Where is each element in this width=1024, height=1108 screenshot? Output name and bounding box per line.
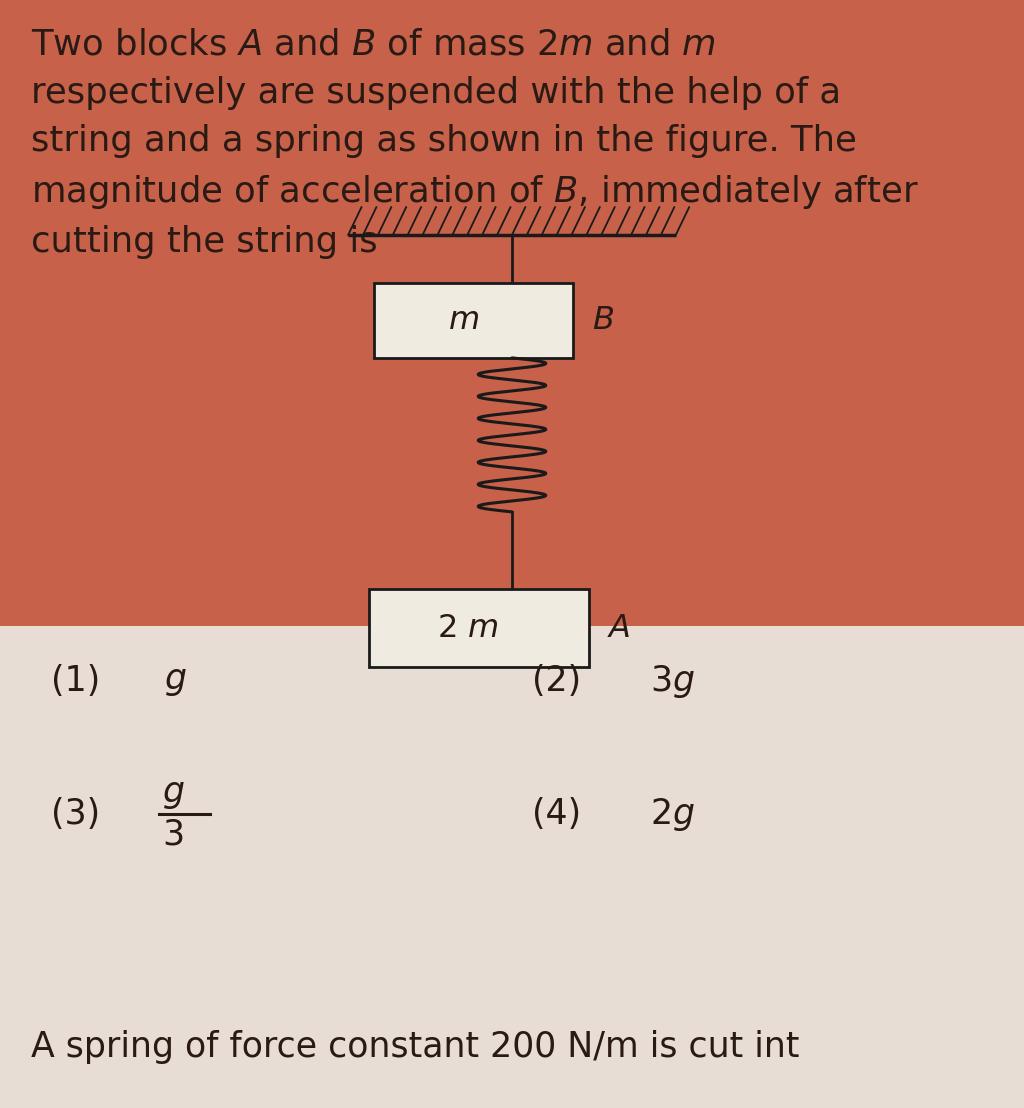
Bar [0,626,1024,1108]
Text: (3): (3) [51,798,100,831]
Text: $2\ m$: $2\ m$ [437,613,499,644]
Bar [374,283,573,358]
Text: $B$: $B$ [592,305,613,336]
Text: $3g$: $3g$ [650,663,695,700]
Text: (1): (1) [51,665,100,698]
Text: $g$: $g$ [162,778,184,811]
Text: $g$: $g$ [164,665,186,698]
Text: (2): (2) [532,665,582,698]
Text: Two blocks $A$ and $B$ of mass $2m$ and $m$
respectively are suspended with the : Two blocks $A$ and $B$ of mass $2m$ and … [31,28,919,259]
Text: $m$: $m$ [449,305,479,336]
Text: $2g$: $2g$ [650,796,695,833]
Text: (4): (4) [532,798,582,831]
Text: A spring of force constant 200 N/m is cut int: A spring of force constant 200 N/m is cu… [31,1030,799,1064]
Bar [369,589,589,667]
Bar [0,0,1024,626]
Text: $3$: $3$ [162,818,183,851]
Text: $A$: $A$ [607,613,631,644]
